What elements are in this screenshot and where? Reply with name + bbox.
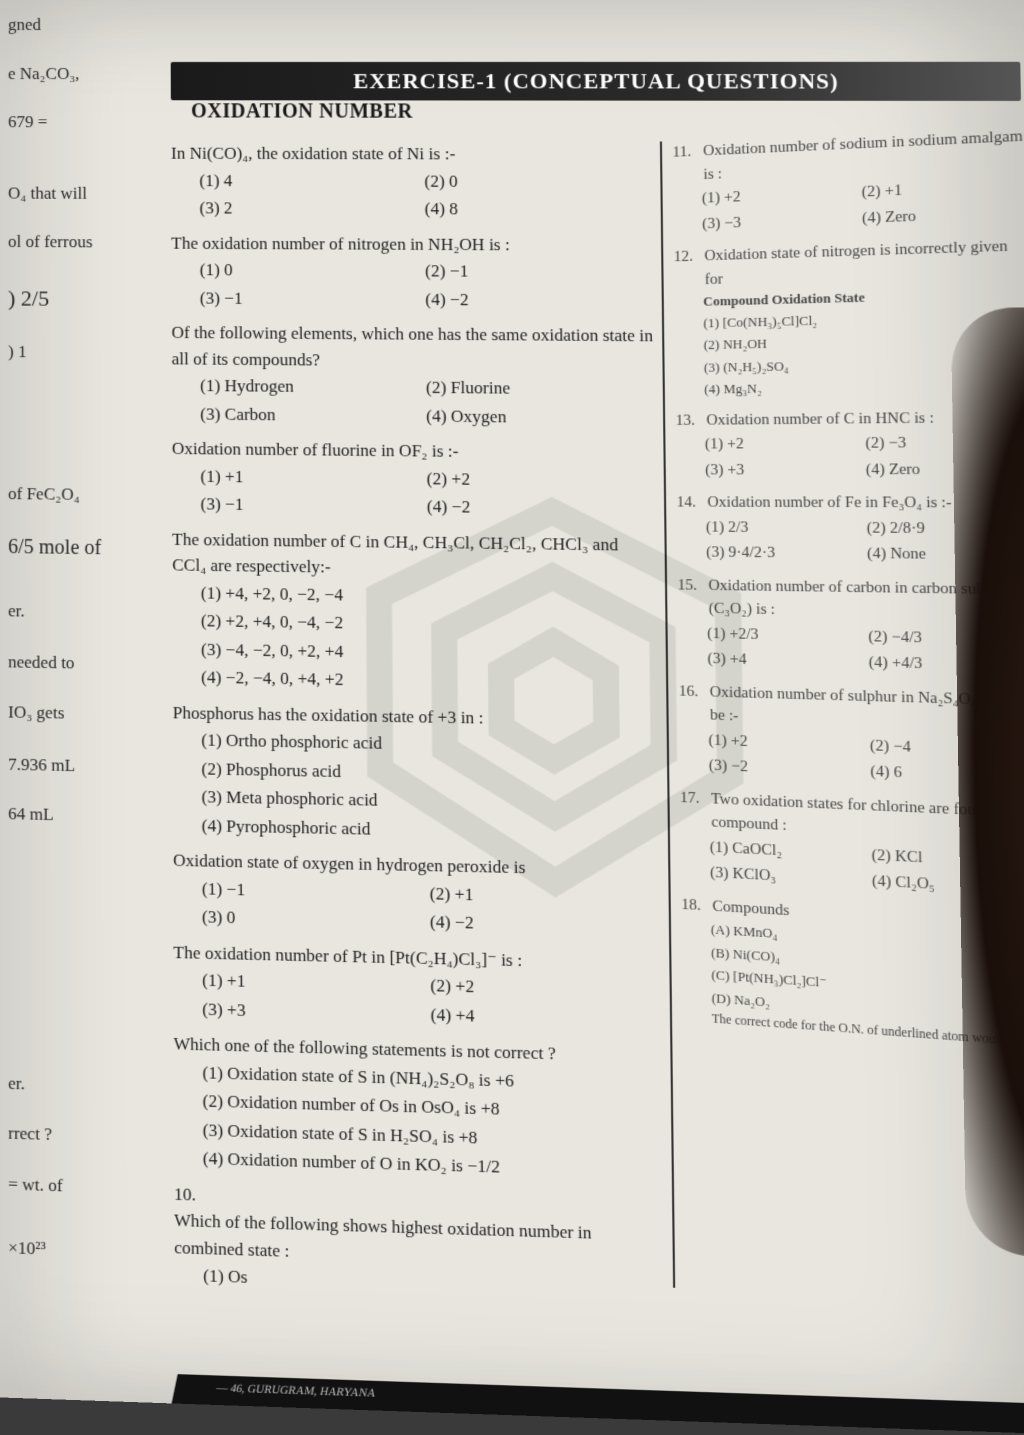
option: (1) +2/3 — [707, 621, 868, 650]
option: (1) 4 — [199, 166, 424, 195]
question-number: 15. — [677, 573, 704, 597]
margin-text: rrect ? — [8, 1118, 145, 1154]
margin-text: ol of ferrous — [8, 227, 143, 259]
option: (4) −2 — [430, 908, 661, 942]
option: (2) −1 — [425, 257, 653, 286]
question-number: 11. — [672, 140, 699, 164]
page: gned e Na₂CO₃, 679 = O₄ that will ol of … — [0, 0, 1024, 1435]
question-number: 13. — [675, 409, 702, 433]
question-number: 12. — [674, 245, 701, 269]
option: (3) −1 — [200, 490, 426, 521]
option: (1) +2 — [705, 431, 866, 458]
question-text: Of the following elements, which one has… — [171, 320, 654, 376]
option: (3) −1 — [200, 284, 426, 313]
question-text: In Ni(CO)₄, the oxidation state of Ni is… — [171, 141, 652, 168]
option: (4) −2, −4, 0, +4, +2 — [201, 663, 658, 699]
option: (1) +1 — [200, 462, 426, 493]
margin-text: ×10²³ — [8, 1232, 145, 1268]
question-number: 10. — [174, 1180, 201, 1207]
option: (3) 0 — [202, 903, 430, 937]
option: (3) +3 — [202, 995, 430, 1029]
margin-text: 64 mL — [8, 799, 144, 833]
exercise-header: EXERCISE-1 (CONCEPTUAL QUESTIONS) — [171, 62, 1021, 101]
option: (1) Os — [203, 1261, 433, 1297]
margin-text: 7.936 mL — [8, 749, 144, 783]
question-1: In Ni(CO)₄, the oxidation state of Ni is… — [171, 141, 653, 224]
margin-text: er. — [8, 1068, 145, 1103]
option: (3) −2 — [709, 753, 871, 785]
margin-text: needed to — [8, 647, 144, 680]
question-text: The oxidation number of C in CH₄, CH₃Cl,… — [172, 526, 657, 585]
option: (3) −3 — [702, 205, 862, 236]
question-2: The oxidation number of nitrogen in NH₂O… — [171, 230, 653, 315]
option: (3) Carbon — [200, 400, 426, 430]
margin-text: er. — [8, 596, 144, 629]
option: (4) Zero — [862, 199, 1024, 231]
option: (1) 0 — [200, 256, 426, 285]
section-title: OXIDATION NUMBER — [191, 100, 413, 124]
question-10: 10. Which of the following shows highest… — [174, 1180, 665, 1305]
option: (2) Fluorine — [426, 374, 655, 404]
question-9: Which one of the following statements is… — [174, 1031, 664, 1186]
option: (2) +2 — [426, 464, 655, 495]
option: (3) +3 — [705, 457, 866, 483]
option: (4) Oxygen — [426, 402, 655, 432]
question-number: 14. — [676, 491, 703, 514]
option: (3) +4 — [707, 646, 869, 676]
question-3: Of the following elements, which one has… — [171, 320, 654, 432]
page-footer: — 46, GURUGRAM, HARYANA — [172, 1374, 1024, 1434]
hand-shadow — [951, 307, 1024, 1257]
question-text: The oxidation number of nitrogen in NH₂O… — [171, 230, 653, 258]
option: (4) −2 — [427, 492, 656, 523]
option: (3) 9·4/2·3 — [706, 540, 867, 567]
margin-text: ) 1 — [8, 336, 143, 368]
margin-text: 679 = — [8, 107, 143, 138]
margin-text: 6/5 mole of — [8, 528, 144, 566]
option: (1) Hydrogen — [200, 372, 426, 402]
margin-text: = wt. of — [8, 1169, 145, 1205]
margin-text: gned — [8, 10, 142, 41]
question-5: The oxidation number of C in CH₄, CH₃Cl,… — [172, 526, 658, 699]
question-11: 11. Oxidation number of sodium in sodium… — [672, 125, 1024, 238]
margin-text: of FeC₂O₄ — [8, 479, 144, 512]
margin-text: ) 2/5 — [8, 278, 143, 319]
margin-text: IO₃ gets — [8, 697, 144, 731]
left-column: In Ni(CO)₄, the oxidation state of Ni is… — [171, 141, 665, 1314]
option: (4) 8 — [425, 195, 653, 224]
left-margin-fragments: gned e Na₂CO₃, 679 = O₄ that will ol of … — [0, 0, 154, 1403]
option: (4) +4 — [430, 1000, 661, 1035]
question-text: Oxidation state of nitrogen is incorrect… — [704, 234, 1024, 291]
question-number: 16. — [679, 679, 706, 703]
question-number: 17. — [680, 786, 707, 811]
question-number: 18. — [681, 893, 708, 918]
option: (2) 0 — [424, 167, 652, 196]
question-8: The oxidation number of Pt in [Pt(C₂H₄)C… — [173, 939, 661, 1035]
question-6: Phosphorus has the oxidation state of +3… — [173, 699, 660, 848]
margin-text: O₄ that will — [8, 178, 143, 209]
option: (3) 2 — [199, 194, 424, 223]
question-4: Oxidation number of fluorine in OF₂ is :… — [172, 436, 656, 524]
margin-text: e Na₂CO₃, — [8, 59, 143, 90]
option: (1) 2/3 — [706, 514, 867, 541]
option: (4) −2 — [425, 285, 653, 315]
question-7: Oxidation state of oxygen in hydrogen pe… — [173, 847, 661, 941]
